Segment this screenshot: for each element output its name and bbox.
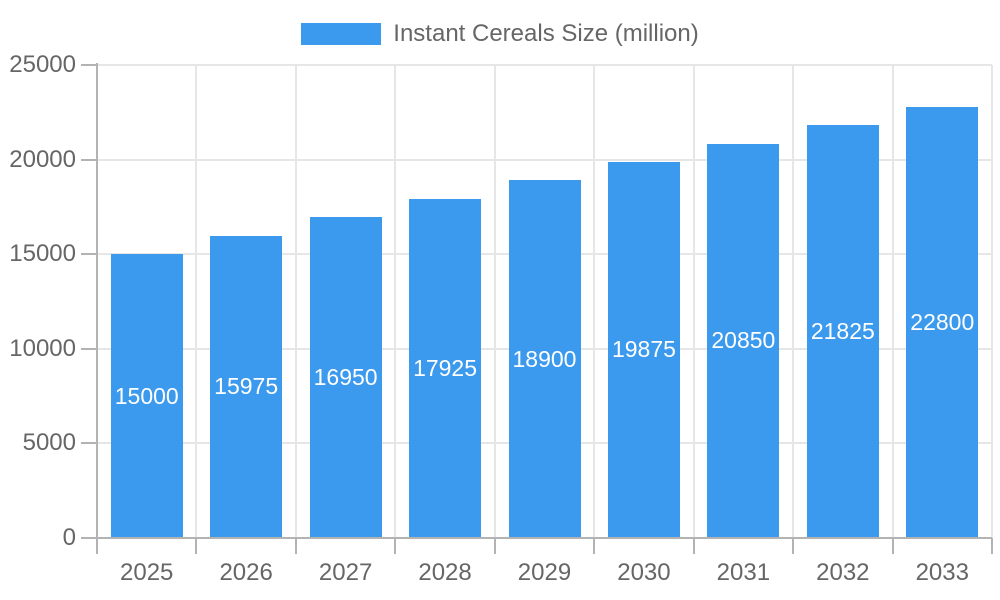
v-gridline — [195, 65, 198, 538]
x-axis-label-2028: 2028 — [418, 559, 472, 586]
bar-2030-value-label: 19875 — [611, 336, 676, 363]
bar-2032[interactable]: 21825 — [806, 125, 879, 538]
x-axis-label-2030: 2030 — [617, 559, 671, 586]
y-axis-line — [96, 63, 98, 554]
legend[interactable]: Instant Cereals Size (million) — [0, 20, 1000, 48]
x-axis-label-2033: 2033 — [915, 559, 969, 586]
x-axis-tick — [593, 538, 596, 554]
x-axis-label-2026: 2026 — [219, 559, 273, 586]
y-axis-label: 20000 — [9, 145, 76, 173]
x-axis-tick — [792, 538, 795, 554]
bar-2033-value-label: 22800 — [910, 308, 975, 335]
v-gridline — [692, 65, 695, 538]
bar-2031-value-label: 20850 — [711, 327, 776, 354]
v-gridline — [991, 65, 993, 538]
bar-2030[interactable]: 19875 — [607, 161, 680, 538]
y-axis-tick — [81, 537, 97, 539]
y-axis-tick — [81, 347, 97, 350]
y-axis-label: 5000 — [22, 429, 76, 457]
y-axis-tick — [81, 158, 97, 161]
x-axis-label-2029: 2029 — [517, 559, 572, 586]
bar-2026[interactable]: 15975 — [210, 235, 283, 538]
y-axis-label: 15000 — [9, 240, 76, 268]
x-axis-label-2031: 2031 — [716, 559, 771, 586]
x-axis-tick — [96, 538, 98, 554]
legend-swatch — [301, 23, 382, 45]
bar-2031[interactable]: 20850 — [707, 143, 780, 538]
x-axis-label-2027: 2027 — [318, 559, 373, 586]
x-axis-tick — [493, 538, 496, 554]
y-axis-tick — [81, 442, 97, 445]
x-axis-tick — [294, 538, 297, 554]
x-axis-tick — [891, 538, 894, 554]
bar-2027-value-label: 16950 — [313, 364, 378, 391]
v-gridline — [394, 65, 397, 538]
x-axis-line — [81, 537, 992, 539]
v-gridline — [493, 65, 496, 538]
x-axis-tick — [195, 538, 198, 554]
bar-2028[interactable]: 17925 — [409, 198, 482, 538]
bar-2029[interactable]: 18900 — [508, 180, 581, 538]
bar-2028-value-label: 17925 — [413, 354, 478, 381]
y-axis-label: 25000 — [9, 51, 76, 78]
bar-2025[interactable]: 15000 — [110, 254, 183, 538]
bar-2029-value-label: 18900 — [512, 345, 577, 372]
h-gridline — [97, 158, 992, 161]
bar-2026-value-label: 15975 — [214, 373, 279, 400]
bar-2032-value-label: 21825 — [810, 318, 875, 345]
h-gridline — [97, 64, 992, 66]
v-gridline — [294, 65, 297, 538]
x-axis-tick — [991, 538, 993, 554]
y-axis-tick — [81, 64, 97, 66]
legend-label: Instant Cereals Size (million) — [393, 20, 699, 47]
y-axis-label: 10000 — [9, 334, 76, 362]
x-axis-tick — [692, 538, 695, 554]
v-gridline — [593, 65, 596, 538]
x-axis-tick — [394, 538, 397, 554]
v-gridline — [891, 65, 894, 538]
v-gridline — [792, 65, 795, 538]
y-axis-tick — [81, 253, 97, 256]
x-axis-label-2032: 2032 — [816, 559, 870, 586]
x-axis-label-2025: 2025 — [120, 559, 174, 586]
y-axis-label: 0 — [62, 524, 76, 551]
bar-2027[interactable]: 16950 — [309, 217, 382, 538]
bar-2025-value-label: 15000 — [114, 382, 179, 409]
bar-2033[interactable]: 22800 — [906, 106, 979, 538]
